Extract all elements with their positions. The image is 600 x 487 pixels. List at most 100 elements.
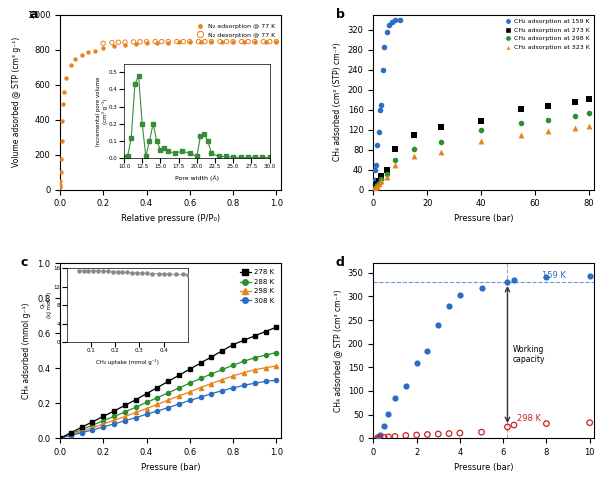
Point: [185, 38, 194, 46]
Point: [374, 179, 383, 187]
Point: [379, 423, 389, 431]
Point: [370, 185, 379, 193]
Point: [206, 37, 216, 45]
Point: [98, 44, 108, 52]
Point: [509, 276, 519, 284]
Point: [370, 184, 379, 192]
Point: [433, 430, 443, 438]
Point: [371, 183, 380, 191]
Point: [401, 431, 410, 439]
Point: [120, 41, 130, 49]
Point: [272, 37, 281, 45]
Point: [62, 74, 71, 81]
Point: [222, 37, 232, 45]
Point: [56, 177, 65, 185]
Point: [422, 431, 432, 438]
Point: [382, 166, 392, 173]
Text: b: b: [336, 8, 345, 20]
X-axis label: Pressure (bar): Pressure (bar): [454, 214, 514, 223]
Point: [433, 321, 443, 329]
Point: [83, 48, 93, 56]
Point: [157, 37, 166, 45]
Point: [436, 148, 445, 155]
Point: [379, 43, 389, 51]
Point: [584, 95, 593, 103]
Point: [517, 105, 526, 112]
Point: [371, 184, 380, 191]
Point: [172, 37, 182, 45]
Point: [436, 123, 445, 131]
Point: [455, 429, 464, 437]
Point: [585, 419, 595, 427]
Point: [385, 21, 394, 29]
Point: [476, 137, 486, 145]
Point: [455, 291, 464, 299]
Point: [476, 117, 486, 125]
Point: [409, 131, 419, 139]
Point: [58, 117, 67, 125]
Point: [371, 182, 381, 189]
Point: [228, 38, 238, 46]
Text: d: d: [336, 256, 345, 269]
Point: [369, 185, 379, 192]
Point: [373, 434, 382, 442]
Point: [382, 170, 392, 178]
Point: [135, 38, 145, 46]
Point: [261, 38, 271, 46]
Point: [379, 433, 389, 441]
X-axis label: Relative pressure (P/P₀): Relative pressure (P/P₀): [121, 214, 220, 223]
Point: [571, 124, 580, 131]
Text: a: a: [29, 8, 38, 20]
Point: [131, 40, 140, 48]
Point: [476, 126, 486, 133]
Point: [194, 37, 203, 45]
Point: [383, 433, 393, 441]
X-axis label: Pressure (bar): Pressure (bar): [454, 463, 514, 471]
Point: [585, 273, 595, 281]
Point: [244, 37, 253, 45]
Point: [98, 39, 108, 47]
Point: [228, 37, 238, 45]
Y-axis label: CH₄ adsorbed (cm³ (STP) cm⁻³): CH₄ adsorbed (cm³ (STP) cm⁻³): [333, 43, 342, 162]
Point: [90, 47, 100, 55]
Point: [409, 152, 419, 160]
Point: [444, 430, 454, 437]
Point: [142, 39, 151, 47]
Point: [378, 66, 388, 74]
Point: [370, 185, 379, 193]
Point: [56, 169, 65, 176]
Point: [370, 185, 379, 192]
Point: [382, 173, 392, 181]
Point: [377, 101, 386, 109]
Text: c: c: [20, 256, 28, 269]
Point: [422, 347, 432, 355]
Y-axis label: CH₄ adsorbed @ STP (cm³ cm⁻³): CH₄ adsorbed @ STP (cm³ cm⁻³): [333, 289, 342, 412]
Point: [163, 37, 173, 45]
Point: [390, 432, 400, 440]
Point: [179, 37, 188, 45]
Point: [544, 102, 553, 110]
Text: Working
capacity: Working capacity: [513, 345, 545, 364]
Point: [371, 166, 380, 173]
Point: [66, 61, 76, 69]
Point: [142, 38, 151, 46]
Point: [390, 16, 400, 23]
Point: [107, 39, 117, 47]
Point: [196, 38, 205, 46]
Point: [70, 56, 80, 63]
Point: [517, 131, 526, 139]
Point: [571, 98, 580, 106]
Point: [371, 183, 381, 191]
Point: [383, 410, 393, 417]
Point: [388, 18, 397, 26]
Text: 159 K: 159 K: [542, 271, 566, 281]
Point: [373, 433, 382, 441]
Point: [436, 138, 445, 146]
Point: [370, 182, 379, 189]
Point: [584, 122, 593, 130]
Point: [370, 185, 379, 192]
Point: [374, 177, 383, 185]
Point: [375, 431, 385, 438]
Point: [373, 141, 382, 149]
Legend: CH₄ adsorption at 159 K, CH₄ adsorption at 273 K, CH₄ adsorption at 298 K, CH₄ a: CH₄ adsorption at 159 K, CH₄ adsorption …: [503, 18, 591, 51]
